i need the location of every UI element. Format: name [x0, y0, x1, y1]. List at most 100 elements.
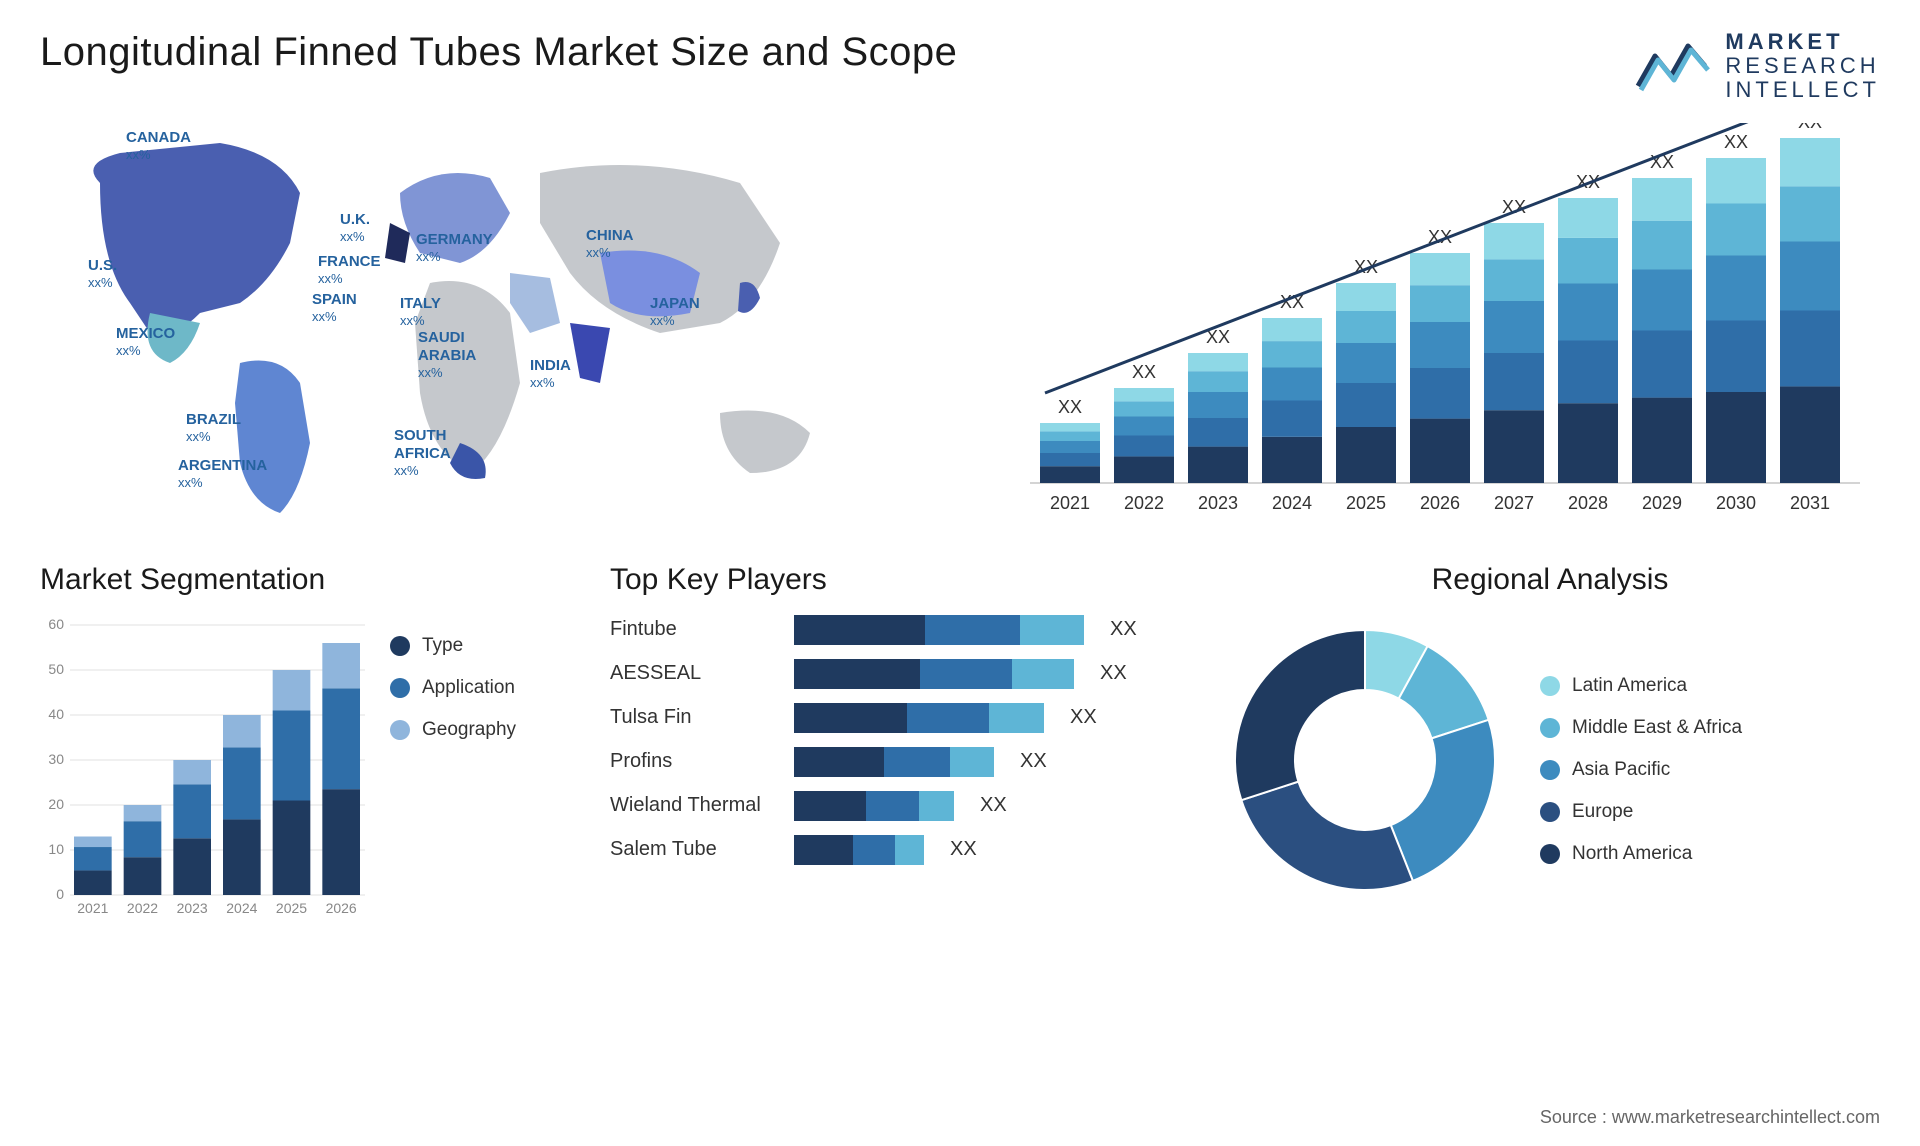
map-label: FRANCExx%	[318, 253, 381, 287]
seg-bar-seg	[322, 688, 360, 789]
forecast-year-label: 2026	[1420, 493, 1460, 513]
forecast-bar-seg	[1262, 400, 1322, 436]
player-name: Profins	[610, 750, 780, 773]
donut-slice	[1241, 781, 1412, 889]
legend-label: Europe	[1572, 801, 1633, 823]
forecast-svg: XX2021XX2022XX2023XX2024XX2025XX2026XX20…	[1000, 123, 1880, 523]
player-name: Salem Tube	[610, 838, 780, 861]
forecast-bar-seg	[1484, 353, 1544, 410]
forecast-bar-seg	[1040, 423, 1100, 431]
forecast-bar-seg	[1410, 285, 1470, 322]
seg-bar-seg	[124, 857, 162, 895]
forecast-bar-seg	[1114, 456, 1174, 483]
seg-bar-seg	[173, 784, 211, 838]
seg-bar-seg	[273, 710, 311, 800]
svg-text:0: 0	[56, 886, 64, 902]
forecast-bar-seg	[1262, 341, 1322, 367]
regional-donut	[1220, 615, 1510, 905]
forecast-bar-seg	[1410, 368, 1470, 419]
forecast-bar-seg	[1410, 322, 1470, 368]
logo: MARKET RESEARCH INTELLECT	[1633, 30, 1880, 103]
forecast-bar-seg	[1632, 269, 1692, 330]
forecast-year-label: 2027	[1494, 493, 1534, 513]
map-label: CANADAxx%	[126, 129, 191, 163]
forecast-bar-seg	[1706, 320, 1766, 392]
segmentation-panel: Market Segmentation 01020304050602021202…	[40, 563, 580, 925]
player-name: Fintube	[610, 618, 780, 641]
legend-dot	[390, 636, 410, 656]
legend-label: Latin America	[1572, 675, 1687, 697]
forecast-bar-seg	[1706, 203, 1766, 255]
player-bar-seg	[794, 703, 907, 733]
player-bar-seg	[794, 615, 925, 645]
forecast-year-label: 2029	[1642, 493, 1682, 513]
forecast-bar-seg	[1040, 453, 1100, 466]
map-label: SAUDIARABIAxx%	[418, 329, 476, 381]
segmentation-chart: 0102030405060202120222023202420252026	[40, 615, 370, 925]
player-bar-seg	[989, 703, 1044, 733]
player-bar	[794, 747, 994, 777]
logo-text-2: RESEARCH	[1725, 54, 1880, 78]
forecast-bar-seg	[1484, 301, 1544, 353]
player-bar-seg	[853, 835, 896, 865]
svg-text:30: 30	[48, 751, 64, 767]
player-bar	[794, 659, 1074, 689]
player-row: Profins XX	[610, 747, 1190, 777]
map-label: MEXICOxx%	[116, 325, 175, 359]
forecast-bar-seg	[1410, 253, 1470, 285]
seg-bar-seg	[223, 715, 261, 747]
forecast-year-label: 2022	[1124, 493, 1164, 513]
seg-bar-seg	[124, 821, 162, 857]
forecast-bar-seg	[1558, 198, 1618, 238]
map-label: ITALYxx%	[400, 295, 441, 329]
legend-label: Type	[422, 635, 463, 657]
forecast-bar-seg	[1632, 397, 1692, 482]
forecast-bar-seg	[1114, 435, 1174, 456]
player-bar-seg	[920, 659, 1012, 689]
player-bar-seg	[794, 747, 884, 777]
logo-text-1: MARKET	[1725, 30, 1880, 54]
legend-label: Geography	[422, 719, 516, 741]
legend-label: Asia Pacific	[1572, 759, 1670, 781]
seg-bar-seg	[74, 870, 112, 895]
svg-text:2024: 2024	[226, 900, 257, 916]
forecast-bar-seg	[1632, 330, 1692, 397]
forecast-bar-seg	[1262, 367, 1322, 400]
svg-text:2025: 2025	[276, 900, 307, 916]
forecast-bar-seg	[1336, 283, 1396, 311]
map-label: INDIAxx%	[530, 357, 571, 391]
forecast-bar-seg	[1114, 401, 1174, 416]
seg-bar-seg	[74, 847, 112, 870]
forecast-bar-value: XX	[1058, 397, 1082, 417]
forecast-bar-seg	[1188, 418, 1248, 447]
regional-legend: Latin America Middle East & Africa Asia Pa…	[1540, 655, 1742, 865]
legend-label: North America	[1572, 843, 1692, 865]
forecast-bar-seg	[1706, 255, 1766, 320]
seg-bar-seg	[223, 747, 261, 819]
player-bar-seg	[1012, 659, 1074, 689]
forecast-bar-seg	[1188, 353, 1248, 371]
forecast-bar-seg	[1780, 310, 1840, 386]
forecast-bar-seg	[1558, 237, 1618, 283]
legend-label: Middle East & Africa	[1572, 717, 1742, 739]
legend-dot	[1540, 676, 1560, 696]
player-value: XX	[1100, 662, 1127, 685]
player-bar-seg	[925, 615, 1021, 645]
svg-text:40: 40	[48, 706, 64, 722]
player-value: XX	[1070, 706, 1097, 729]
player-bar-seg	[907, 703, 990, 733]
svg-text:2023: 2023	[177, 900, 208, 916]
map-label: U.K.xx%	[340, 211, 370, 245]
svg-text:2022: 2022	[127, 900, 158, 916]
forecast-bar-value: XX	[1724, 132, 1748, 152]
seg-bar-seg	[74, 836, 112, 847]
forecast-bar-seg	[1780, 186, 1840, 241]
player-value: XX	[1020, 750, 1047, 773]
map-label: CHINAxx%	[586, 227, 634, 261]
player-value: XX	[950, 838, 977, 861]
map-label: SOUTHAFRICAxx%	[394, 427, 451, 479]
legend-dot	[1540, 844, 1560, 864]
player-row: Wieland ThermalXX	[610, 791, 1190, 821]
forecast-bar-seg	[1262, 436, 1322, 482]
regional-panel: Regional Analysis Latin AmericaMiddle Ea…	[1220, 563, 1880, 925]
